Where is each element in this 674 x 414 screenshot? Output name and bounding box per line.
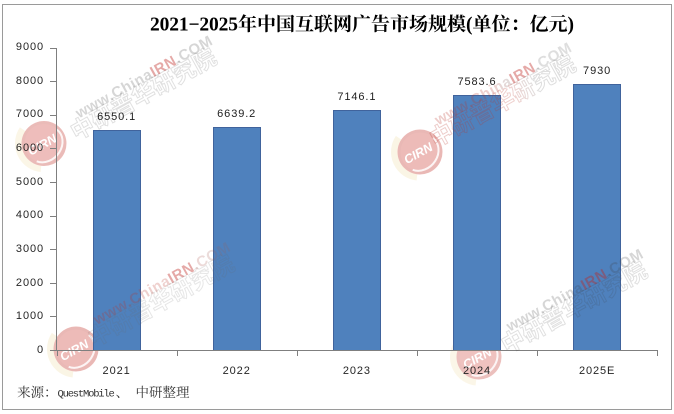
svg-text:2021−2025: 2021−2025 [150, 15, 238, 36]
svg-text:(: ( [466, 15, 473, 36]
svg-text:): ) [568, 15, 575, 36]
svg-text:QuestMobile: QuestMobile [58, 389, 115, 401]
